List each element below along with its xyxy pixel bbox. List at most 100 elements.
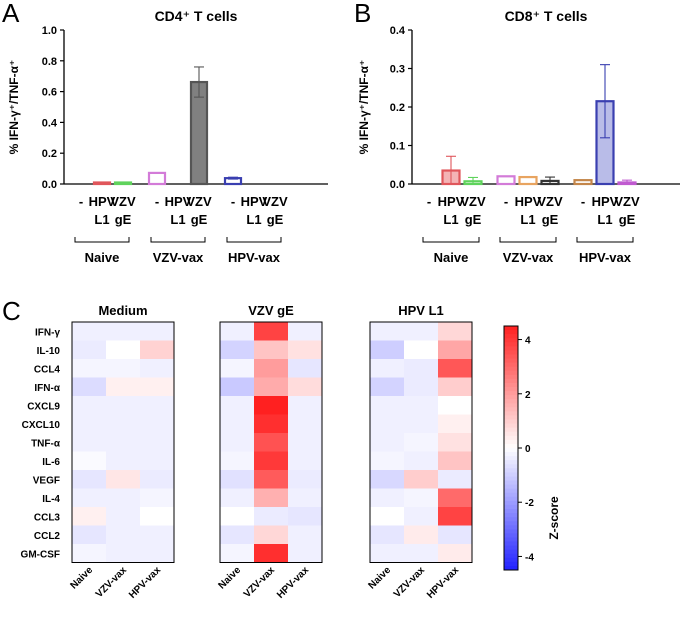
x-tick-label: - <box>79 194 83 209</box>
bar <box>113 181 133 186</box>
heatmap-cell <box>438 322 473 341</box>
heatmap-cell <box>438 507 473 526</box>
heatmap-cell <box>106 359 141 378</box>
heatmap-cell <box>72 488 107 508</box>
colorbar-segment <box>504 525 518 530</box>
colorbar-segment <box>504 448 518 453</box>
x-tick-label: HPV <box>165 194 192 209</box>
heatmap-cell <box>404 433 439 452</box>
heatmap-cell <box>106 322 141 341</box>
panel-a-letter: A <box>2 0 20 28</box>
colorbar-segment <box>504 334 518 339</box>
colorbar-segment <box>504 541 518 547</box>
colorbar-segment <box>504 517 518 522</box>
heatmap-title: VZV gE <box>248 303 294 318</box>
y-tick-label: 0.8 <box>42 56 57 68</box>
y-tick-label: 1.0 <box>42 25 57 37</box>
colorbar-segment <box>504 557 518 563</box>
heatmap-cell <box>72 359 107 378</box>
x-tick-label: gE <box>191 212 208 227</box>
heatmap-cell <box>72 451 107 471</box>
heatmap-cell <box>72 377 107 397</box>
colorbar-segment <box>504 443 518 449</box>
x-tick-label: VZV <box>537 194 563 209</box>
panel-b-bar-chart: CD8⁺ T cells 0.0 0.1 0.2 0.3 0.4 % IFN-γ⁺/TNF-… <box>357 8 680 265</box>
heatmap-cell <box>140 544 175 563</box>
x-tick-label: - <box>155 194 159 209</box>
colorbar-segment <box>504 509 518 514</box>
heatmap-cell <box>220 544 255 563</box>
colorbar-segment <box>504 338 518 343</box>
colorbar-segment <box>504 565 518 571</box>
x-tick-label: - <box>427 194 431 209</box>
heatmap-cell <box>404 340 439 360</box>
y-tick-label: 0.2 <box>42 148 57 160</box>
x-tick-label: - <box>231 194 235 209</box>
heatmap-cell <box>288 488 323 508</box>
heatmap-cell <box>370 507 405 526</box>
heatmap-cell <box>370 396 405 415</box>
heatmap-cell <box>220 396 255 415</box>
heatmap-title: HPV L1 <box>398 303 444 318</box>
colorbar-segment <box>504 403 518 408</box>
heatmap-cell <box>254 340 289 360</box>
colorbar-segment <box>504 452 518 457</box>
colorbar-segment <box>504 387 518 392</box>
x-tick-label: gE <box>115 212 132 227</box>
heatmap-frame <box>369 321 473 563</box>
y-axis-label: % IFN-γ⁺/TNF-α⁺ <box>357 60 371 155</box>
heatmap-cell <box>140 359 175 378</box>
heatmap-cell <box>72 544 107 563</box>
heatmap-row-label: CCL4 <box>34 364 61 375</box>
colorbar-segment <box>504 439 518 445</box>
x-tick-label: VZV <box>262 194 288 209</box>
heatmap-cell <box>220 451 255 471</box>
colorbar-segment <box>504 533 518 538</box>
chart-title-B: CD8⁺ T cells <box>505 8 588 24</box>
heatmap-cell <box>140 525 175 545</box>
y-tick-label: 0.1 <box>390 141 405 153</box>
colorbar-segment <box>504 354 518 360</box>
heatmap-cell <box>140 396 175 415</box>
x-tick-label: gE <box>619 212 636 227</box>
colorbar-segment <box>504 346 518 351</box>
heatmap-cell <box>140 414 175 434</box>
heatmap-column-label: HPV-vax <box>275 565 311 601</box>
colorbar-segment <box>504 419 518 425</box>
colorbar-segment <box>504 521 518 526</box>
colorbar-segment <box>504 513 518 518</box>
colorbar-segment <box>504 537 518 543</box>
heatmap-cell <box>404 451 439 471</box>
y-tick-label: 0.0 <box>42 179 57 191</box>
colorbar-segment <box>504 350 518 355</box>
heatmap-cell <box>220 322 255 341</box>
heatmap-row-label: IFN-γ <box>35 327 60 338</box>
heatmap-row-label: CCL2 <box>34 531 61 542</box>
group-bracket <box>226 237 282 243</box>
heatmap-cell <box>220 507 255 526</box>
heatmap-cell <box>370 359 405 378</box>
heatmap-cell <box>370 488 405 508</box>
colorbar-tick-label: 4 <box>525 336 531 347</box>
colorbar-segment <box>504 395 518 400</box>
heatmap-cell <box>438 414 473 434</box>
heatmap-cell <box>72 396 107 415</box>
colorbar-segment <box>504 492 518 498</box>
colorbar-segment <box>504 326 518 331</box>
bar <box>147 171 167 186</box>
colorbar-segment <box>504 391 518 396</box>
heatmap-cell <box>370 322 405 341</box>
heatmap-cell <box>288 359 323 378</box>
heatmap-cell <box>140 340 175 360</box>
y-tick-label: 0.4 <box>390 25 406 37</box>
heatmap-cell <box>254 451 289 471</box>
colorbar-segment <box>504 468 518 473</box>
heatmap-column-label: VZV-vax <box>242 565 278 601</box>
heatmap-cell <box>288 340 323 360</box>
heatmap-cell <box>288 396 323 415</box>
heatmap-cell <box>370 340 405 360</box>
colorbar-segment <box>504 382 518 388</box>
heatmap-cell <box>370 414 405 434</box>
colorbar-segment <box>504 407 518 412</box>
